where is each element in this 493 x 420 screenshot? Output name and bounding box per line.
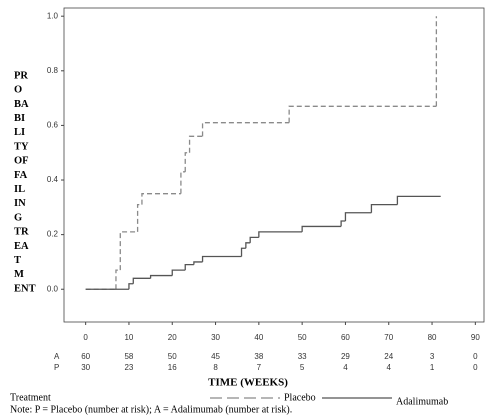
risk-count: 4 [387, 363, 392, 372]
survival-step [171, 269, 186, 276]
risk-count: 24 [384, 352, 393, 361]
risk-count: 50 [168, 352, 177, 361]
x-tick-label: 10 [124, 333, 133, 342]
y-axis-label: ENT [14, 283, 36, 294]
survival-step [193, 261, 203, 265]
y-axis-label: OF [14, 156, 29, 167]
risk-count: 7 [257, 363, 262, 372]
risk-count: 8 [213, 363, 218, 372]
risk-count: 4 [343, 363, 348, 372]
risk-row-label: P [54, 363, 59, 372]
survival-step [141, 193, 181, 205]
survival-step [370, 203, 398, 213]
risk-count: 0 [473, 363, 478, 372]
survival-step [245, 242, 251, 249]
legend-label: Adalimumab [396, 396, 448, 407]
survival-step [249, 236, 259, 243]
y-axis-label: TR [14, 227, 29, 238]
legend-label: Placebo [284, 392, 316, 403]
risk-count: 23 [124, 363, 133, 372]
x-tick-label: 0 [83, 333, 88, 342]
x-tick-label: 20 [168, 333, 177, 342]
survival-step [188, 135, 203, 153]
y-axis-label: T [14, 255, 21, 266]
risk-count: 33 [298, 352, 307, 361]
survival-step [115, 269, 121, 290]
risk-count: 1 [430, 363, 435, 372]
risk-count: 5 [300, 363, 305, 372]
x-tick-label: 40 [254, 333, 263, 342]
survival-step [180, 171, 186, 194]
y-axis-label: LI [14, 127, 25, 138]
note: Note: P = Placebo (number at risk); A = … [10, 404, 292, 415]
risk-count: 0 [473, 352, 478, 361]
survival-step [119, 231, 138, 271]
survival-step [149, 274, 173, 279]
y-tick-label: 0.0 [47, 284, 59, 293]
risk-count: 16 [168, 363, 177, 372]
survival-step [201, 255, 242, 262]
risk-count: 45 [211, 352, 220, 361]
survival-step [136, 203, 142, 232]
survival-step [128, 283, 134, 290]
y-tick-label: 0.6 [47, 121, 59, 130]
survival-step [301, 225, 342, 232]
plot-frame [63, 7, 485, 323]
y-axis-label: FA [14, 170, 28, 181]
y-axis-label: BA [14, 99, 29, 110]
y-axis-label: IN [14, 198, 26, 209]
risk-count: 30 [81, 363, 90, 372]
y-axis-label: O [14, 85, 22, 96]
risk-row-label: A [54, 352, 60, 361]
y-axis-label: IL [14, 184, 25, 195]
y-axis-label: TY [14, 141, 29, 152]
survival-step [201, 122, 290, 137]
risk-count: 29 [341, 352, 350, 361]
x-tick-label: 50 [298, 333, 307, 342]
y-axis-label: G [14, 212, 22, 223]
survival-step [184, 152, 190, 172]
survival-step [396, 195, 441, 205]
survival-step [184, 264, 194, 271]
legend-title: Treatment [10, 392, 51, 403]
x-tick-label: 60 [341, 333, 350, 342]
risk-count: 60 [81, 352, 90, 361]
y-tick-label: 1.0 [47, 11, 59, 20]
survival-step [288, 105, 437, 123]
x-tick-label: 70 [384, 333, 393, 342]
y-tick-label: 0.4 [47, 175, 59, 184]
survival-step [240, 247, 246, 257]
x-axis-label: TIME (WEEKS) [208, 377, 288, 389]
survival-step [258, 231, 303, 238]
y-axis-label: BI [14, 113, 25, 124]
survival-step [340, 220, 346, 227]
survival-step [132, 277, 151, 284]
y-axis-label: PR [14, 70, 28, 81]
y-axis-label: EA [14, 241, 29, 252]
y-tick-label: 0.2 [47, 230, 59, 239]
risk-count: 3 [430, 352, 435, 361]
x-tick-label: 30 [211, 333, 220, 342]
x-tick-label: 80 [428, 333, 437, 342]
x-tick-label: 90 [471, 333, 480, 342]
risk-count: 38 [254, 352, 263, 361]
survival-step [344, 212, 372, 221]
y-tick-label: 0.8 [47, 66, 59, 75]
risk-count: 58 [124, 352, 133, 361]
y-axis-label: M [14, 269, 24, 280]
